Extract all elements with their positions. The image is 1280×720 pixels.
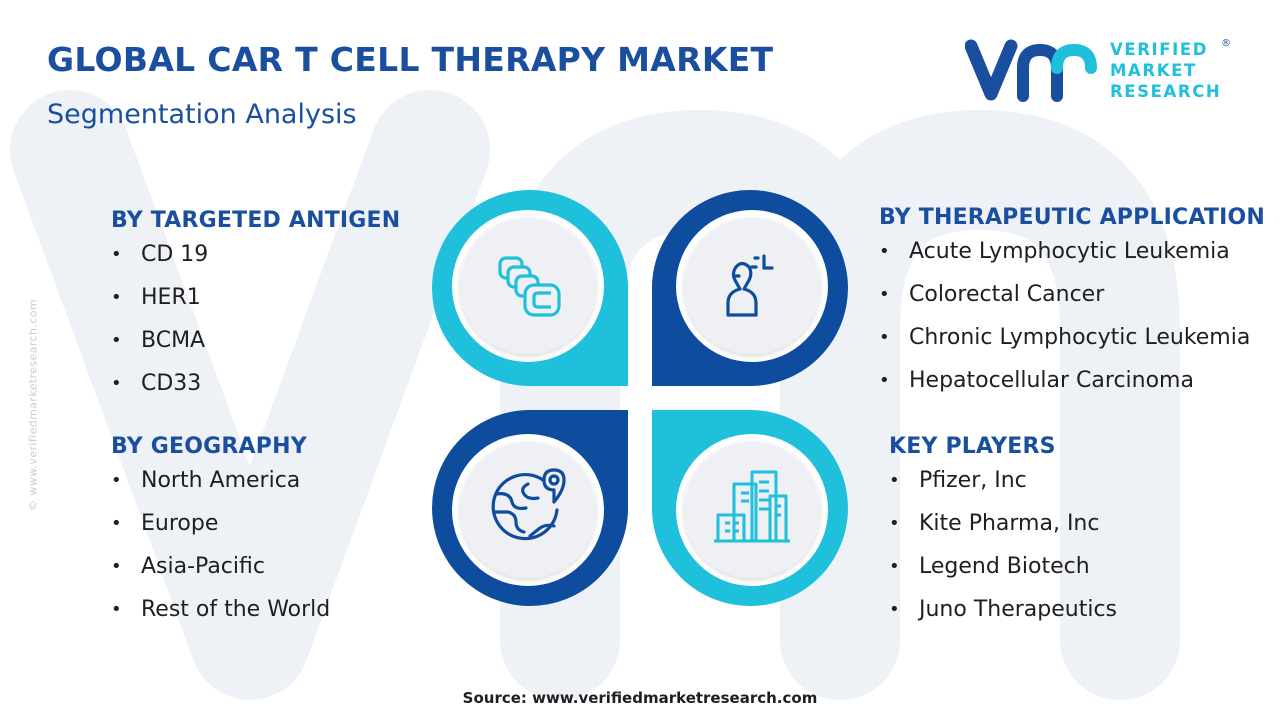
list-item: Legend Biotech xyxy=(889,555,1117,598)
segment-therapeutic-application: BY THERAPEUTIC APPLICATION Acute Lymphoc… xyxy=(879,205,1280,412)
list-item: Kite Pharma, Inc xyxy=(889,512,1117,555)
list-item: BCMA xyxy=(111,329,400,372)
segment-heading: BY GEOGRAPHY xyxy=(111,434,307,459)
page-subtitle: Segmentation Analysis xyxy=(47,99,357,130)
petal-bottom-right xyxy=(652,410,848,606)
list-item: Rest of the World xyxy=(111,598,330,641)
patient-icon xyxy=(726,254,774,317)
cells-icon xyxy=(498,256,561,317)
segment-key-players: KEY PLAYERS Pfizer, Inc Kite Pharma, Inc… xyxy=(889,434,1117,641)
source-note: Source: www.verifiedmarketresearch.com xyxy=(462,689,818,707)
list-item: HER1 xyxy=(111,286,400,329)
list-item: CD33 xyxy=(111,372,400,415)
logo-line-3: RESEARCH xyxy=(1110,82,1222,101)
segment-heading: KEY PLAYERS xyxy=(889,434,1056,459)
list-item: Chronic Lymphocytic Leukemia xyxy=(879,326,1280,369)
petal-top-right xyxy=(652,190,848,386)
buildings-icon xyxy=(714,470,790,543)
list-item: Hepatocellular Carcinoma xyxy=(879,369,1280,412)
logo-line-2: MARKET xyxy=(1110,61,1197,80)
side-watermark-url: © www.verifiedmarketresearch.com xyxy=(26,299,40,511)
segment-heading: BY THERAPEUTIC APPLICATION xyxy=(879,205,1266,230)
list-item: Europe xyxy=(111,512,330,555)
logo-wordmark: VERIFIED MARKET RESEARCH xyxy=(1110,39,1221,102)
list-item: North America xyxy=(111,469,330,512)
list-item: Acute Lymphocytic Leukemia xyxy=(879,240,1280,283)
vmr-logo-icon xyxy=(964,39,1097,102)
segment-targeted-antigen: BY TARGETED ANTIGEN CD 19 HER1 BCMA CD33 xyxy=(111,208,400,415)
brand-logo: VERIFIED MARKET RESEARCH ® xyxy=(964,38,1235,104)
list-item: Juno Therapeutics xyxy=(889,598,1117,641)
segment-heading: BY TARGETED ANTIGEN xyxy=(111,208,401,233)
list-item: Colorectal Cancer xyxy=(879,283,1280,326)
globe-location-icon xyxy=(491,468,566,541)
page-title: GLOBAL CAR T CELL THERAPY MARKET xyxy=(47,40,774,79)
logo-line-1: VERIFIED xyxy=(1110,40,1209,59)
segment-clover-graphic xyxy=(432,190,848,606)
list-item: Pfizer, Inc xyxy=(889,469,1117,512)
registered-mark: ® xyxy=(1221,38,1231,49)
petal-bottom-left xyxy=(432,410,628,606)
segment-geography: BY GEOGRAPHY North America Europe Asia-P… xyxy=(111,434,330,641)
list-item: CD 19 xyxy=(111,243,400,286)
list-item: Asia-Pacific xyxy=(111,555,330,598)
